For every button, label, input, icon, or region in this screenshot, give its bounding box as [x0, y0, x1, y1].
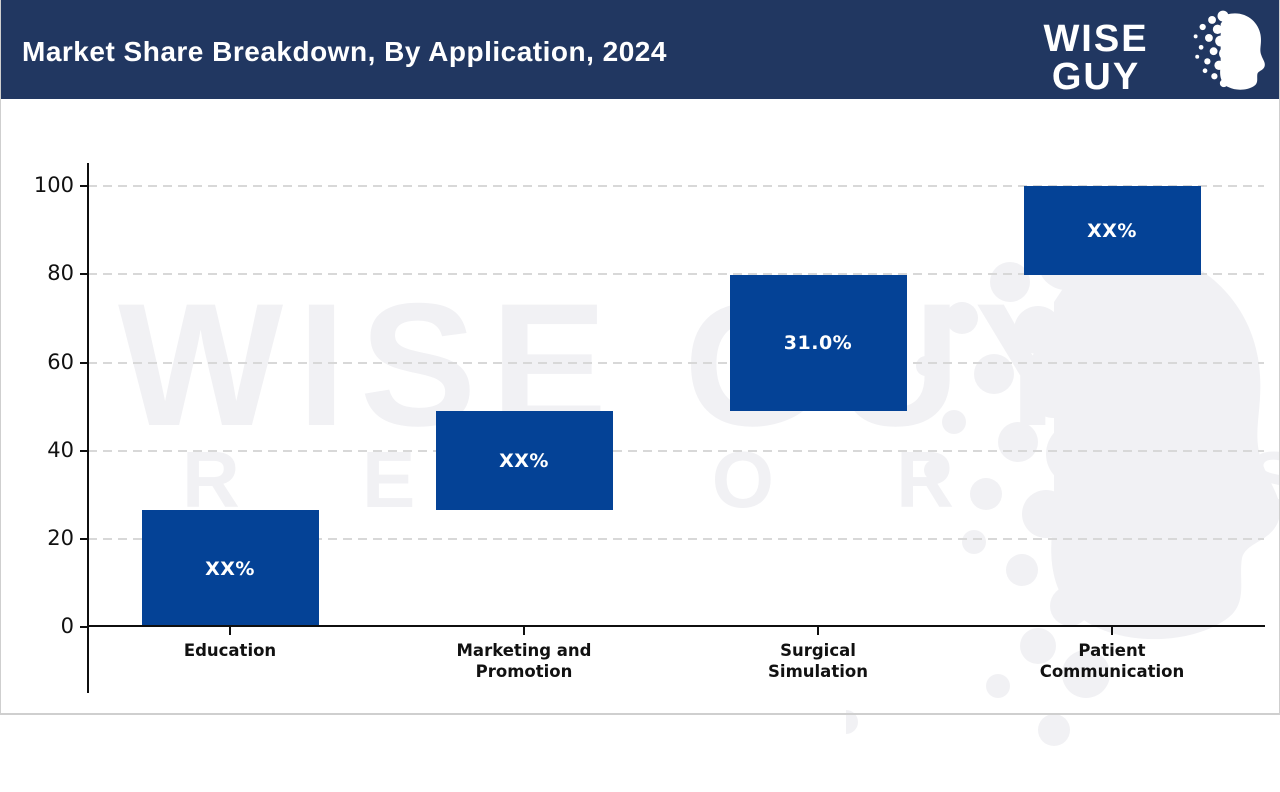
bar-value-label: 31.0%: [783, 332, 853, 355]
gridline-y40: [88, 449, 1264, 452]
brand-logo: WISE GUY REPORTS: [1004, 6, 1266, 115]
bar-value-label: XX%: [205, 557, 255, 580]
y-tick-mark: [80, 537, 88, 540]
page-title: Market Share Breakdown, By Application, …: [22, 36, 667, 67]
x-category-label: Surgical Simulation: [768, 641, 868, 682]
x-category-label: Patient Communication: [1039, 641, 1185, 682]
y-tick-label: 100: [33, 173, 74, 198]
y-axis-line: [87, 163, 89, 693]
bar-marketing-and-promotion[interactable]: XX%: [435, 411, 613, 511]
x-tick-mark: [1111, 627, 1113, 635]
y-tick-label: 80: [47, 261, 74, 286]
y-tick-mark: [80, 361, 88, 364]
gridline-y100: [88, 185, 1264, 188]
gridline-y60: [88, 361, 1264, 364]
x-tick-mark: [817, 627, 819, 635]
x-axis-line: [87, 625, 1265, 627]
y-tick-label: 0: [60, 614, 74, 638]
x-category-label: Education: [183, 641, 277, 660]
y-tick-label: 60: [47, 349, 74, 374]
y-tick-mark: [80, 273, 88, 276]
x-tick-mark: [523, 627, 525, 635]
brand-name: WISE GUY: [1043, 18, 1149, 98]
y-tick-label: 20: [47, 525, 74, 550]
gridline-y20: [88, 537, 1264, 540]
brand-subtitle: REPORTS: [1029, 100, 1169, 115]
bar-patient-communication[interactable]: XX%: [1023, 186, 1201, 275]
bar-education[interactable]: XX%: [141, 510, 319, 627]
brand-logo-text: WISE GUY REPORTS: [1004, 20, 1188, 115]
x-category-label: Marketing and Promotion: [456, 641, 592, 682]
bar-value-label: XX%: [1087, 219, 1137, 242]
y-tick-mark: [80, 449, 88, 452]
chart-plot-area: 0 20 40 60 80 100 XX% Education XX% Marketing and…: [0, 99, 1280, 715]
y-tick-mark: [80, 185, 88, 188]
x-tick-mark: [229, 627, 231, 635]
y-tick-label: 40: [47, 437, 74, 462]
header-bar: Market Share Breakdown, By Application, …: [0, 0, 1280, 115]
bar-value-label: XX%: [499, 449, 549, 472]
gridline-y80: [88, 273, 1264, 276]
bar-surgical-simulation[interactable]: 31.0%: [729, 274, 907, 412]
brand-head-dots-icon: [1193, 10, 1265, 90]
y-tick-mark: [80, 626, 88, 628]
